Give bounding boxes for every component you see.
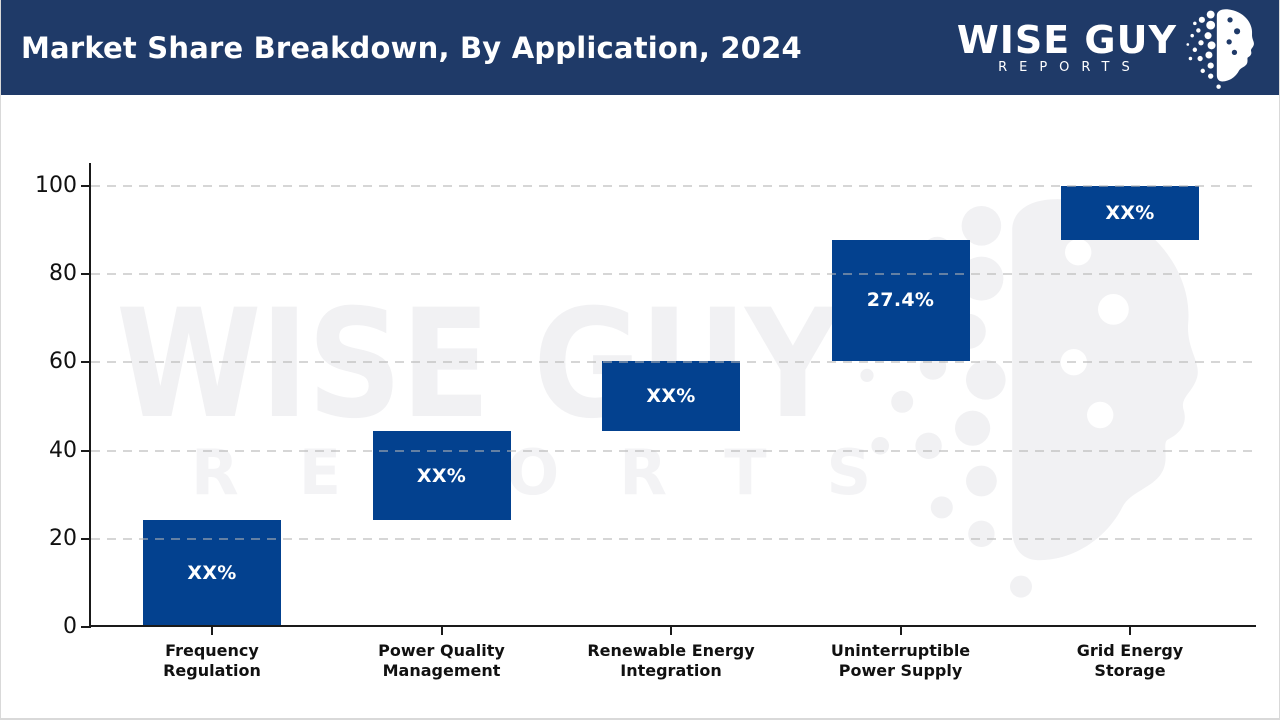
bar-segment: XX%	[372, 431, 511, 520]
x-tick-mark	[440, 627, 443, 635]
x-category-label: Power Quality Management	[327, 641, 557, 681]
x-category-label-line: Frequency	[165, 641, 259, 660]
x-category-label: Renewable Energy Integration	[556, 641, 786, 681]
x-axis-line	[89, 625, 1256, 627]
y-tick-label: 20	[49, 525, 77, 551]
y-tick-mark	[81, 185, 89, 187]
logo-head-icon	[1186, 8, 1254, 89]
bar-segment: 27.4%	[831, 239, 970, 361]
x-category-label-line: Renewable Energy	[587, 641, 755, 660]
x-category-label: Uninterruptible Power Supply	[786, 641, 1016, 681]
y-tick-mark	[81, 449, 89, 452]
x-tick-mark	[211, 627, 213, 635]
y-tick-mark	[81, 537, 89, 540]
y-axis-line	[89, 163, 91, 628]
x-category-label-line: Management	[382, 661, 501, 680]
gridline	[91, 449, 1255, 452]
bar-value-label: 27.4%	[866, 289, 935, 312]
x-category-label-line: Uninterruptible	[830, 641, 971, 660]
watermark-head-icon	[860, 199, 1198, 598]
gridline	[91, 185, 1255, 187]
y-tick-label: 0	[63, 614, 77, 639]
watermark-subtext: REPORTS	[191, 436, 932, 509]
x-tick-mark	[899, 627, 902, 635]
brand-logo: WISE GUY REPORTS	[957, 4, 1267, 92]
y-tick-label: 40	[49, 437, 77, 463]
page-title: Market Share Breakdown, By Application, …	[21, 30, 802, 65]
x-category-label: Frequency Regulation	[97, 641, 327, 681]
x-tick-mark	[670, 627, 672, 635]
bar-value-label: XX%	[646, 384, 696, 407]
gridline	[91, 361, 1255, 364]
y-tick-label: 80	[49, 261, 77, 287]
logo-wordmark-sub: REPORTS	[998, 60, 1142, 75]
x-category-label-line: Power Quality	[378, 641, 505, 660]
logo-wordmark-main: WISE GUY	[956, 18, 1177, 62]
bar-value-label: XX%	[416, 464, 467, 487]
y-tick-mark	[81, 626, 89, 628]
bar-segment: XX%	[143, 519, 281, 627]
logo-wordmark: WISE GUY REPORTS	[957, 21, 1177, 74]
y-tick-label: 60	[49, 349, 77, 375]
bar-segment: XX%	[602, 360, 740, 432]
y-tick-label: 100	[35, 173, 77, 198]
gridline	[91, 537, 1255, 540]
header: Market Share Breakdown, By Application, …	[1, 0, 1279, 95]
bar-value-label: XX%	[187, 562, 237, 585]
x-category-label: Grid Energy Storage	[1015, 641, 1245, 681]
x-category-label-line: Grid Energy	[1076, 641, 1184, 660]
x-tick-mark	[1129, 627, 1131, 635]
bar-value-label: XX%	[1105, 201, 1155, 224]
x-category-label-line: Storage	[1094, 661, 1166, 680]
x-category-label-line: Integration	[620, 661, 722, 680]
x-category-label-line: Power Supply	[838, 661, 963, 680]
bar-segment: XX%	[1061, 186, 1199, 240]
y-tick-mark	[81, 361, 89, 364]
y-tick-mark	[81, 273, 89, 276]
x-category-label-line: Regulation	[163, 661, 261, 680]
gridline	[91, 273, 1255, 276]
